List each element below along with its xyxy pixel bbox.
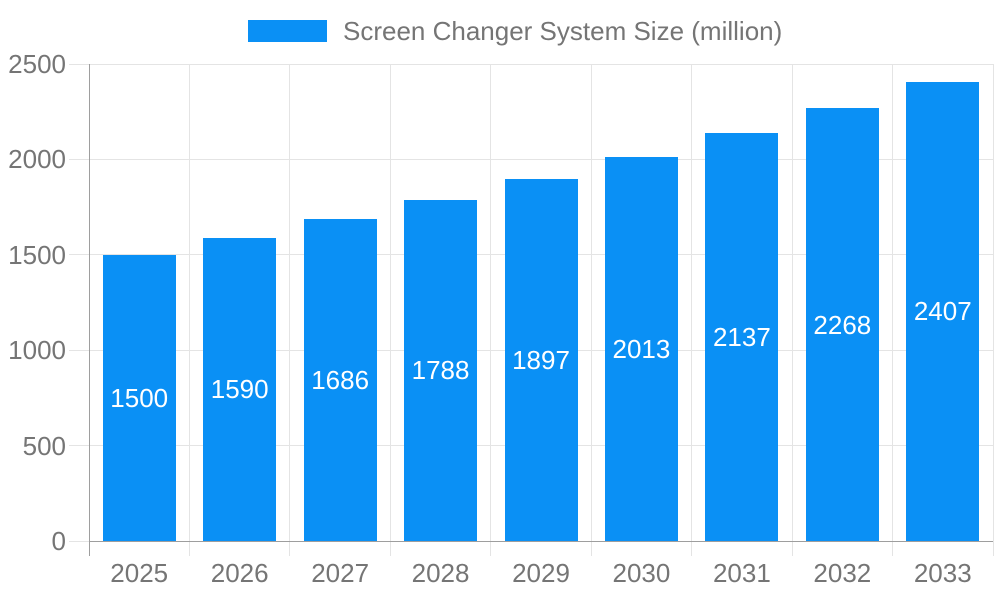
gridline-x bbox=[791, 64, 793, 541]
x-axis-tick bbox=[892, 541, 894, 556]
x-tick-label: 2030 bbox=[612, 558, 671, 588]
bar[interactable] bbox=[203, 237, 277, 541]
gridline-x bbox=[892, 64, 894, 541]
x-axis-tick bbox=[791, 541, 793, 556]
gridline-x bbox=[389, 64, 391, 541]
gridline-x bbox=[992, 64, 994, 541]
x-tick-label: 2033 bbox=[913, 558, 972, 588]
bar[interactable] bbox=[102, 254, 176, 541]
y-axis-line bbox=[88, 64, 90, 556]
y-axis-tick bbox=[69, 349, 89, 351]
y-tick-label: 1000 bbox=[8, 335, 66, 366]
y-axis-tick bbox=[69, 445, 89, 447]
y-axis-tick bbox=[69, 254, 89, 256]
bar[interactable] bbox=[404, 199, 478, 541]
legend-swatch bbox=[248, 20, 327, 42]
y-tick-label: 1500 bbox=[8, 239, 66, 270]
bar-value-label: 1788 bbox=[411, 355, 470, 386]
bar[interactable] bbox=[705, 133, 779, 541]
bar-value-label: 1500 bbox=[110, 382, 169, 413]
x-tick-label: 2026 bbox=[210, 558, 269, 588]
y-axis-tick bbox=[69, 540, 89, 542]
gridline-x bbox=[590, 64, 592, 541]
bar-value-label: 1590 bbox=[210, 374, 269, 405]
y-tick-label: 2000 bbox=[8, 144, 66, 175]
bar-value-label: 1686 bbox=[311, 365, 370, 396]
x-axis-tick bbox=[590, 541, 592, 556]
x-tick-label: 2028 bbox=[411, 558, 470, 588]
gridline-x bbox=[691, 64, 693, 541]
bar-value-label: 2137 bbox=[712, 322, 771, 353]
x-axis-tick bbox=[992, 541, 994, 556]
x-axis-line bbox=[89, 540, 993, 542]
bar-value-label: 1897 bbox=[512, 345, 570, 376]
x-tick-label: 2032 bbox=[813, 558, 872, 588]
x-axis-tick bbox=[691, 541, 693, 556]
x-tick-label: 2025 bbox=[110, 558, 169, 588]
bar[interactable] bbox=[805, 108, 879, 541]
x-axis-tick bbox=[490, 541, 492, 556]
x-tick-label: 2031 bbox=[712, 558, 771, 588]
y-tick-label: 2500 bbox=[8, 49, 66, 79]
bar[interactable] bbox=[504, 179, 578, 541]
bar-value-label: 2407 bbox=[913, 296, 972, 327]
x-tick-label: 2029 bbox=[512, 558, 570, 588]
bar[interactable] bbox=[303, 219, 377, 541]
legend-label: Screen Changer System Size (million) bbox=[343, 16, 783, 46]
x-axis-tick bbox=[188, 541, 190, 556]
y-tick-label: 500 bbox=[22, 430, 66, 461]
y-axis-tick bbox=[69, 63, 89, 65]
legend-item[interactable]: Screen Changer System Size (million) bbox=[248, 16, 783, 46]
y-tick-label: 0 bbox=[51, 526, 66, 556]
bar-value-label: 2013 bbox=[612, 333, 671, 364]
x-axis-tick bbox=[289, 541, 291, 556]
gridline-y bbox=[89, 63, 993, 65]
y-axis-tick bbox=[69, 158, 89, 160]
bar[interactable] bbox=[604, 156, 678, 541]
x-axis-tick bbox=[389, 541, 391, 556]
bar-value-label: 2268 bbox=[813, 309, 872, 340]
x-tick-label: 2027 bbox=[311, 558, 370, 588]
gridline-y bbox=[89, 158, 993, 160]
bar[interactable] bbox=[906, 81, 980, 541]
gridline-x bbox=[490, 64, 492, 541]
gridline-x bbox=[188, 64, 190, 541]
gridline-x bbox=[289, 64, 291, 541]
